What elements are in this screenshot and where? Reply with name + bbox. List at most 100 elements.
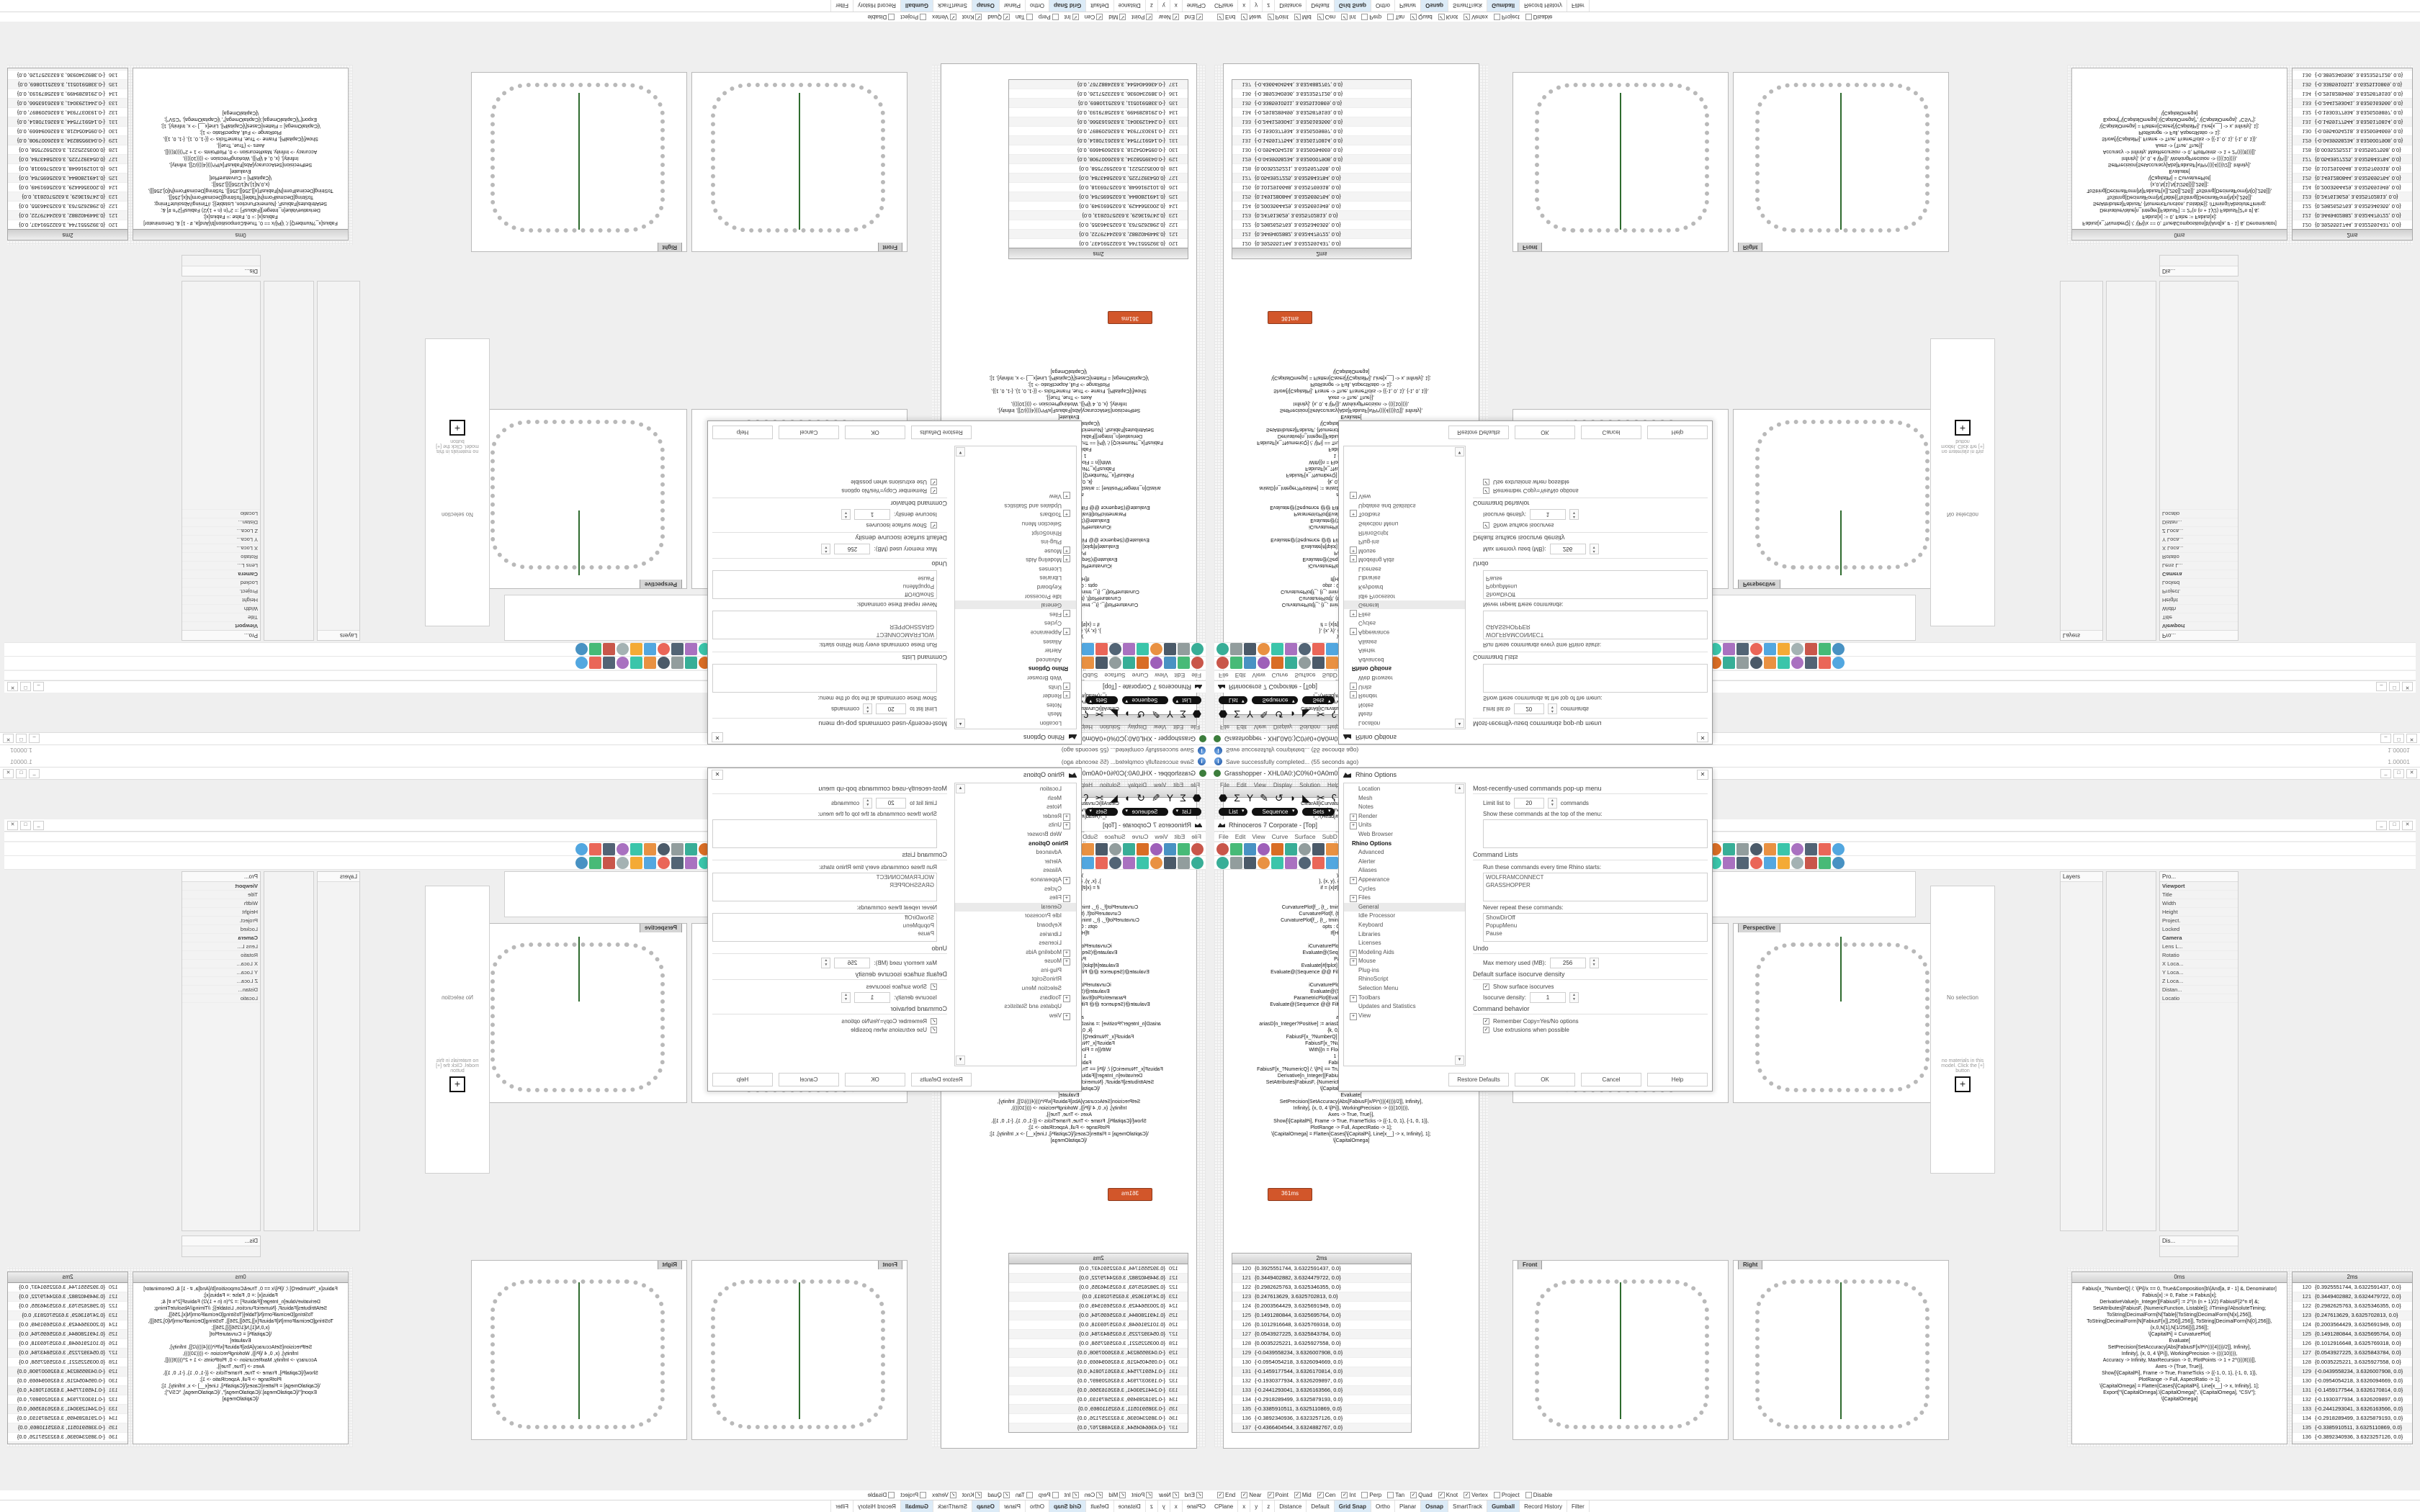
close-button[interactable]: ✕ (2406, 734, 2417, 744)
grasshopper-category-icons[interactable]: ⬣ΣΥ✎↺◗◣✂ʕ◉ (1214, 707, 1352, 721)
tree-scroll-down-button[interactable]: ▼ (956, 1056, 965, 1065)
status-bar-cell[interactable]: SmartTrack (1448, 0, 1488, 12)
grasshopper-tab[interactable]: Sequence (1252, 807, 1299, 816)
toolbar-icon[interactable] (1137, 856, 1149, 869)
toolbar-icon[interactable] (1791, 643, 1803, 656)
data-grid-right[interactable]: 2ms 120 {0.3925551744, 3.6322591437, 0.0}… (7, 1272, 128, 1444)
toolbar-icon[interactable] (1791, 842, 1803, 855)
options-tree-item[interactable]: Libraries (1344, 930, 1465, 940)
panel-layers[interactable]: Layers (317, 281, 360, 641)
options-tree-item[interactable]: Plug-ins (955, 966, 1076, 976)
status-bar-cell[interactable]: Filter (830, 1500, 853, 1512)
options-tree-item[interactable]: Selection Menu (955, 518, 1076, 528)
grasshopper-menu-item[interactable]: Solution (1099, 724, 1121, 730)
status-bar-cell[interactable]: Filter (830, 0, 853, 12)
osnap-checkbox[interactable] (1341, 14, 1348, 20)
grasshopper-category-icon[interactable]: Υ (1166, 792, 1174, 804)
use-extrusions-checkbox[interactable] (1483, 479, 1489, 485)
toolbar-icon[interactable] (1736, 657, 1749, 670)
property-row[interactable]: Lens L... (182, 942, 260, 951)
panel-layers[interactable]: Layers (2060, 281, 2103, 641)
status-bar-cell[interactable]: Osnap (971, 0, 999, 12)
osnap-option[interactable]: Near (1241, 1492, 1262, 1498)
toolbar-icon[interactable] (1750, 842, 1762, 855)
toolbar-icon[interactable] (685, 856, 697, 869)
osnap-option[interactable]: Project (1493, 14, 1520, 20)
toolbar-icon[interactable] (589, 657, 601, 670)
viewport-tab-front[interactable]: Front (1518, 243, 1543, 252)
panel-materials[interactable]: No selection no materials in this model.… (1930, 338, 1995, 626)
rhino-menu-item[interactable]: Edit (1174, 833, 1186, 840)
toolbar-icon[interactable] (1123, 842, 1135, 855)
property-row[interactable]: Rotatio (182, 552, 260, 561)
toolbar-icon[interactable] (630, 643, 642, 656)
add-material-button[interactable]: + (449, 420, 465, 436)
panel-display[interactable]: Dis... (2159, 255, 2238, 276)
show-isocurves-checkbox[interactable] (1483, 522, 1489, 528)
options-tree-item[interactable]: Advanced (1344, 654, 1465, 664)
osnap-checkbox[interactable] (1072, 14, 1079, 20)
osnap-checkbox[interactable] (1003, 1492, 1010, 1498)
options-tree-item[interactable]: RhinoScript (955, 975, 1076, 984)
expand-plus-icon[interactable]: + (1350, 994, 1357, 1002)
osnap-option[interactable]: Tan (1016, 1492, 1033, 1498)
property-row[interactable]: X Loca... (182, 960, 260, 968)
property-row[interactable]: Y Loca... (182, 968, 260, 977)
toolbar-icon[interactable] (1230, 842, 1242, 855)
toolbar-icon[interactable] (1244, 657, 1256, 670)
status-bar-cell[interactable]: Record History (853, 0, 900, 12)
limit-list-stepper[interactable]: ▲ ▼ (863, 703, 873, 714)
toolbar-icon[interactable] (1326, 842, 1338, 855)
osnap-checkbox[interactable] (1119, 14, 1126, 20)
osnap-option[interactable]: Knot (1438, 14, 1458, 20)
viewport-right[interactable]: Right (471, 1260, 687, 1440)
options-category-tree[interactable]: Location Mesh Notes + Render + Units Web Browse… (1343, 446, 1466, 729)
toolbar-icon[interactable] (671, 842, 684, 855)
viewport-tab-right[interactable]: Right (1738, 1261, 1763, 1269)
toolbar-icon[interactable] (1258, 657, 1270, 670)
osnap-option[interactable]: Knot (962, 14, 982, 20)
never-repeat-item[interactable]: PopupMenu (902, 922, 934, 929)
panel-materials[interactable]: No selection no materials in this model.… (425, 338, 490, 626)
property-row[interactable]: Locatio (2160, 509, 2238, 518)
toolbar-icon[interactable] (1312, 842, 1325, 855)
grasshopper-menu-item[interactable]: Edit (1236, 724, 1247, 730)
toolbar-icon[interactable] (589, 842, 601, 855)
toolbar-icon[interactable] (671, 643, 684, 656)
toolbar-icon[interactable] (1832, 842, 1845, 855)
expand-plus-icon[interactable]: + (1063, 555, 1070, 563)
options-tree-item[interactable]: General (1344, 902, 1465, 912)
osnap-option[interactable]: Disable (868, 1492, 895, 1498)
toolbar-icon[interactable] (1137, 643, 1149, 656)
top-commands-listbox[interactable] (712, 819, 937, 848)
grasshopper-menu-item[interactable]: View (1154, 782, 1167, 788)
options-tree-item[interactable]: Mesh (1344, 794, 1465, 804)
toolbar-icon[interactable] (1736, 856, 1749, 869)
status-bar-cell[interactable]: y (1250, 0, 1263, 12)
options-tree-item[interactable]: Web Browser (955, 672, 1076, 682)
toolbar-icon[interactable] (1778, 643, 1790, 656)
panel-display[interactable]: Dis... (182, 1236, 261, 1257)
property-row[interactable]: Title (2160, 613, 2238, 621)
osnap-checkbox[interactable] (1438, 1492, 1445, 1498)
notebook-code-body-2[interactable]: Fabius[x_?NumberQ] /; \[Pi]/x == 0, True… (2072, 107, 2287, 229)
toolbar-icon[interactable] (658, 842, 670, 855)
grasshopper-menu-item[interactable]: File (1191, 782, 1200, 788)
toolbar-icon[interactable] (1095, 643, 1108, 656)
never-repeat-item[interactable]: PopupMenu (1486, 583, 1518, 590)
toolbar-icon[interactable] (1230, 856, 1242, 869)
toolbar-icon[interactable] (1216, 643, 1229, 656)
property-row[interactable]: Project. (182, 917, 260, 925)
property-row[interactable]: Title (2160, 891, 2238, 899)
osnap-toolbar[interactable]: EndNearPointMidCenIntPerpTanQuadKnotVert… (0, 12, 1210, 22)
expand-plus-icon[interactable]: + (1350, 546, 1357, 554)
never-repeat-listbox[interactable]: ShowDirOff PopupMenu Pause (1483, 913, 1708, 942)
options-tree-item[interactable]: + Modeling Aids (1344, 948, 1465, 958)
toolbar-icon[interactable] (1109, 856, 1121, 869)
osnap-option[interactable]: Mid (1294, 1492, 1312, 1498)
options-tree-item[interactable]: + View (1344, 1012, 1465, 1021)
toolbar-icon[interactable] (1244, 856, 1256, 869)
expand-plus-icon[interactable]: + (1063, 609, 1070, 617)
undo-memory-stepper[interactable]: ▲ ▼ (821, 544, 831, 554)
never-repeat-item[interactable]: PopupMenu (1486, 922, 1518, 929)
